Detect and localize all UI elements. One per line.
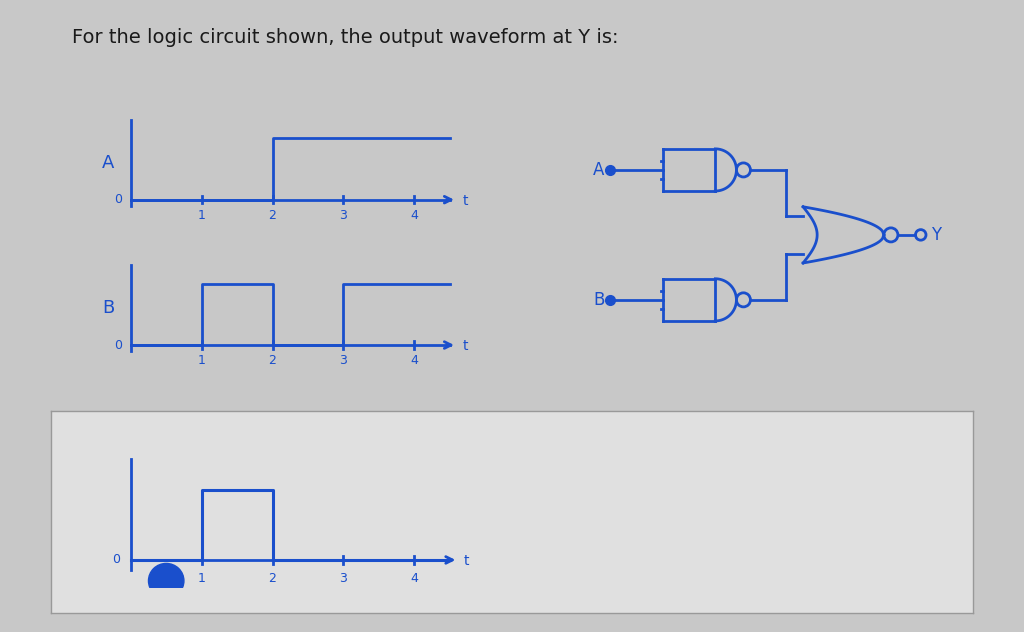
Text: 2: 2 [268,355,276,367]
Text: B: B [593,291,604,309]
Text: t: t [463,339,468,353]
Text: t: t [463,194,468,208]
Text: 4: 4 [411,355,418,367]
Text: 1: 1 [198,573,206,585]
Text: t: t [464,554,469,568]
Text: 4: 4 [411,209,418,222]
Text: 0: 0 [115,193,122,206]
Text: 4: 4 [411,573,418,585]
Text: 0: 0 [112,554,120,566]
Text: 3: 3 [340,355,347,367]
Text: 3: 3 [340,209,347,222]
Text: Y: Y [931,226,941,244]
Text: 0: 0 [115,339,122,351]
Text: 2: 2 [268,209,276,222]
Text: A: A [101,154,115,172]
Text: 1: 1 [198,355,206,367]
Text: For the logic circuit shown, the output waveform at Y is:: For the logic circuit shown, the output … [72,28,618,47]
Text: 1: 1 [198,209,206,222]
Text: 2: 2 [268,573,276,585]
Circle shape [148,564,184,598]
Text: A: A [161,574,172,588]
Text: 3: 3 [340,573,347,585]
Text: B: B [102,299,115,317]
Text: A: A [593,161,604,179]
